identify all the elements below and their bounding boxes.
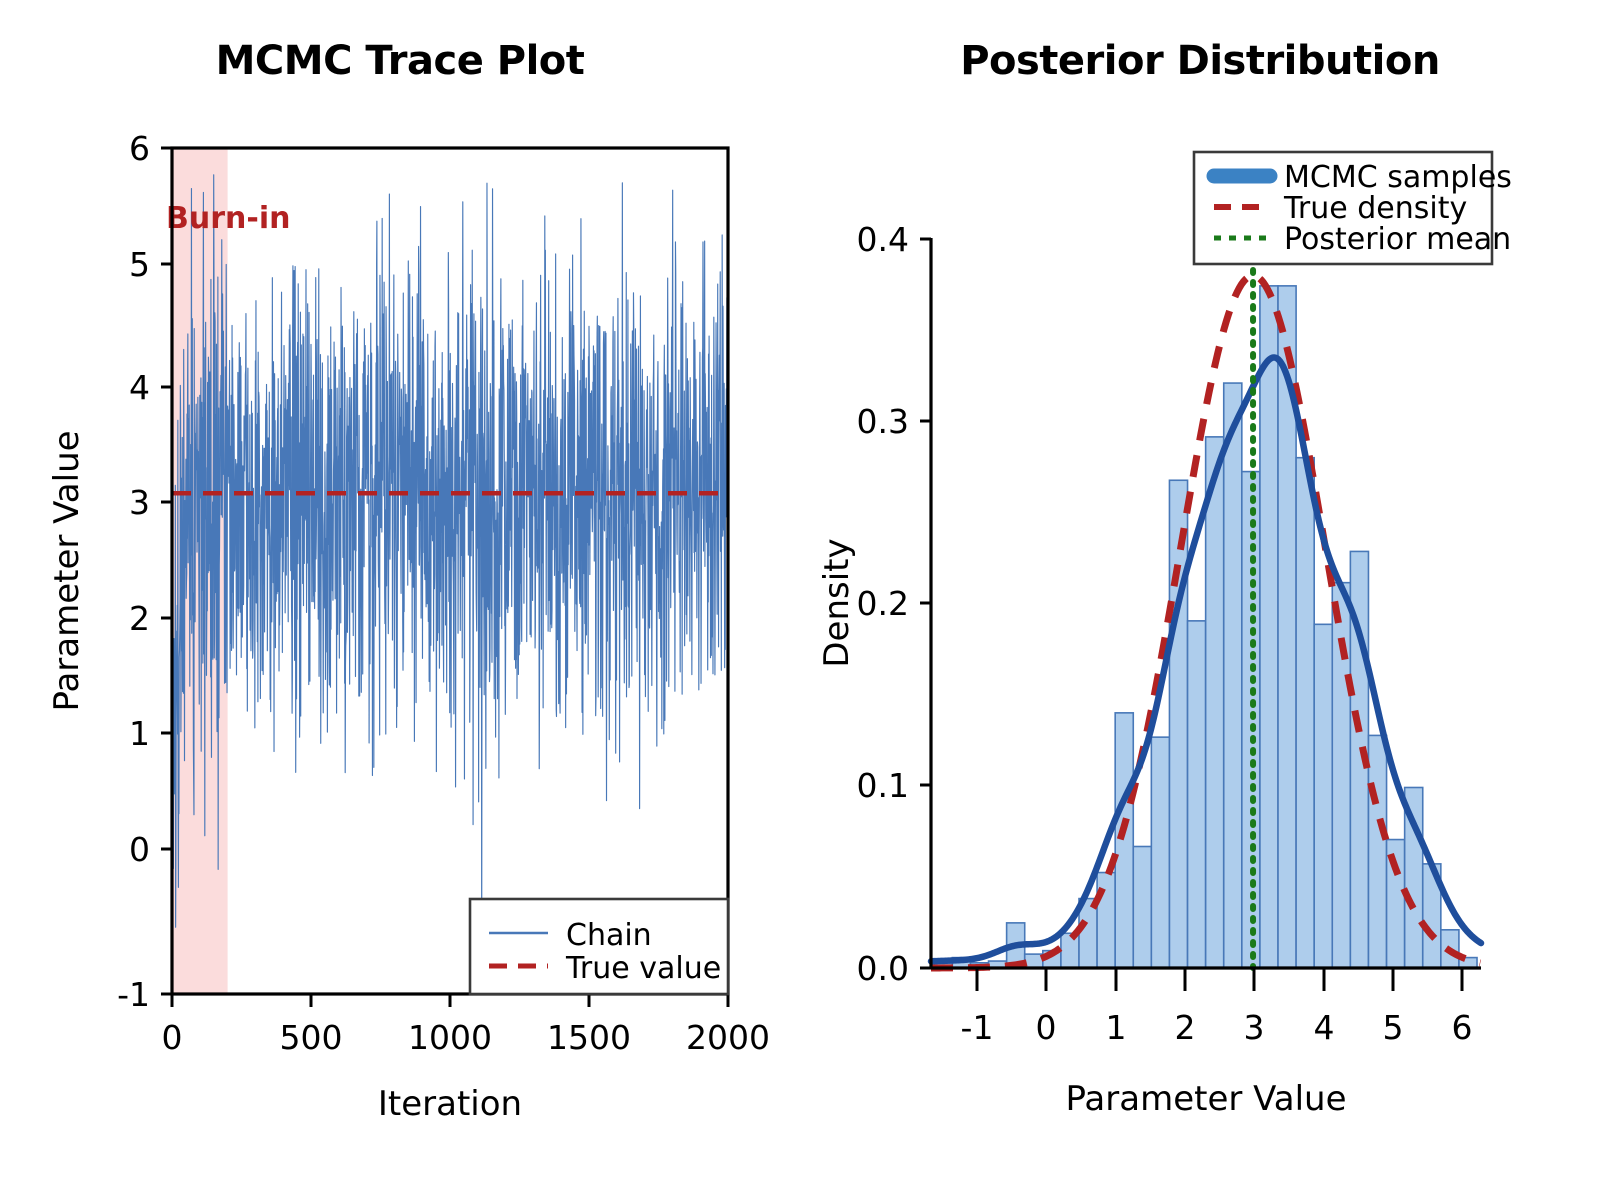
trace-legend-box (468, 897, 730, 996)
y-tick-label: 3 (129, 483, 150, 522)
x-tick-label: -1 (961, 1008, 994, 1047)
histogram-bar (1295, 456, 1315, 969)
posterior-x-ticks (975, 968, 1464, 991)
trace-plot-title: MCMC Trace Plot (215, 38, 585, 84)
histogram-bar (1259, 285, 1279, 969)
x-tick-label: 6 (1452, 1008, 1473, 1047)
x-tick-label: 0 (1036, 1008, 1057, 1047)
trace-y-tick-labels: -1 0 1 2 3 4 5 6 (117, 129, 150, 1014)
chain-trace-line (172, 174, 728, 958)
y-tick-label: 5 (129, 245, 150, 284)
posterior-plot-svg: 0.0 0.1 0.2 0.3 0.4 -1 0 1 2 (817, 150, 1512, 1119)
kde-curve (927, 354, 1485, 965)
histogram-bar (1150, 736, 1171, 969)
y-tick-label: -1 (117, 975, 150, 1014)
x-tick-label: 1500 (547, 1018, 631, 1057)
y-tick-label: 0.1 (857, 766, 909, 805)
panel-mcmc-trace: MCMC Trace Plot Burn-in (47, 38, 770, 1124)
x-tick-label: 5 (1383, 1008, 1404, 1047)
histogram-bar (1204, 436, 1225, 969)
legend-label-true-density: True density (1283, 191, 1467, 226)
y-tick-label: 0 (129, 830, 150, 869)
posterior-y-tick-labels: 0.0 0.1 0.2 0.3 0.4 (857, 220, 909, 988)
y-tick-label: 4 (129, 368, 150, 407)
y-tick-label: 1 (129, 714, 150, 753)
panel-posterior-distribution: Posterior Distribution 0.0 (800, 0, 1600, 1200)
histogram-bar (1023, 953, 1044, 969)
histogram-bar (1168, 479, 1189, 969)
trace-x-tick-labels: 0 500 1000 1500 2000 (162, 1018, 770, 1057)
x-tick-label: 3 (1244, 1008, 1265, 1047)
histogram-bar (1096, 871, 1116, 969)
y-tick-label: 0.4 (857, 220, 909, 259)
posterior-legend[interactable]: MCMC samples True density Posterior mean (1192, 150, 1512, 266)
x-tick-label: 1 (1106, 1008, 1127, 1047)
histogram-bar (1367, 734, 1388, 969)
trace-plot-svg: Burn-in -1 0 1 2 3 4 5 (47, 129, 770, 1124)
posterior-x-axis-title: Parameter Value (1065, 1079, 1346, 1119)
posterior-x-tick-labels: -1 0 1 2 3 4 5 6 (961, 1008, 1473, 1047)
x-tick-label: 0 (162, 1018, 183, 1057)
legend-label-mcmc-samples: MCMC samples (1284, 160, 1512, 195)
burn-in-annotation: Burn-in (166, 201, 290, 236)
y-tick-label: 0.2 (857, 584, 909, 623)
x-tick-label: 500 (280, 1018, 343, 1057)
trace-x-ticks (170, 994, 730, 1007)
x-tick-label: 1000 (408, 1018, 492, 1057)
histogram-bar (1060, 932, 1080, 969)
y-tick-label: 2 (129, 599, 150, 638)
histogram-bar (1114, 712, 1135, 969)
y-tick-label: 0.3 (857, 402, 909, 441)
legend-label-true-value: True value (565, 951, 721, 986)
y-tick-label: 0.0 (857, 949, 909, 988)
histogram-bar (1186, 620, 1207, 969)
trace-y-axis-title: Parameter Value (47, 430, 87, 711)
true-density-curve (930, 272, 1482, 972)
legend-label-chain: Chain (566, 918, 652, 953)
trace-legend[interactable]: Chain True value (468, 897, 730, 996)
x-tick-label: 4 (1314, 1008, 1335, 1047)
histogram-bar (1132, 845, 1153, 969)
histogram-bar (1222, 382, 1243, 969)
legend-label-posterior-mean: Posterior mean (1284, 222, 1511, 257)
x-tick-label: 2000 (686, 1018, 770, 1057)
posterior-plot-title: Posterior Distribution (960, 38, 1440, 84)
posterior-y-axis-title: Density (817, 538, 857, 667)
trace-x-axis-title: Iteration (378, 1084, 522, 1124)
x-tick-label: 2 (1175, 1008, 1196, 1047)
trace-y-ticks (161, 146, 172, 996)
posterior-y-ticks (920, 237, 931, 970)
chain-trace-group (172, 174, 728, 958)
histogram-bar (1313, 623, 1334, 969)
y-tick-label: 6 (129, 129, 150, 168)
